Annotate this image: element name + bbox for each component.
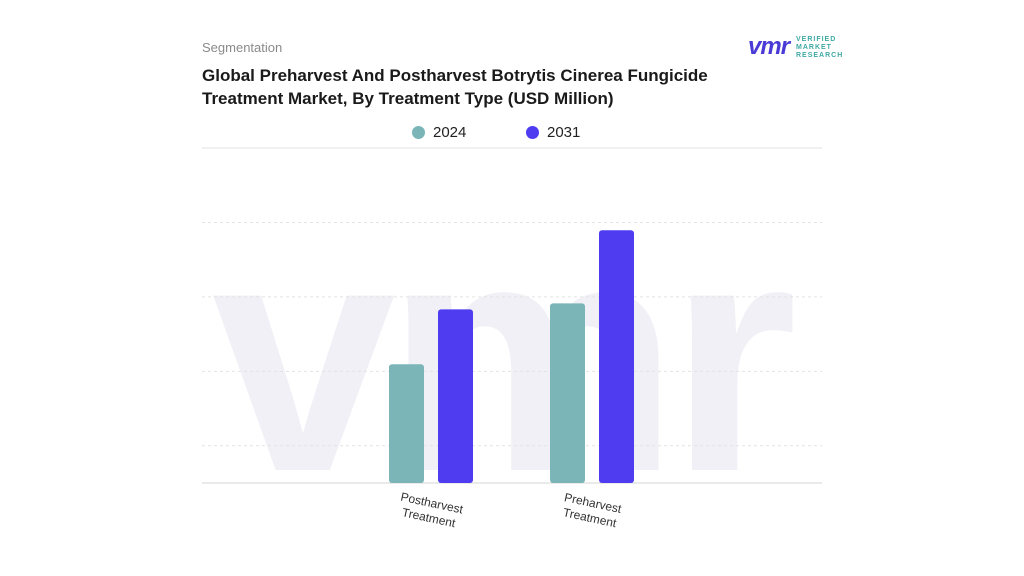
grid-lines [202,147,822,484]
watermark-text: vmr [212,171,793,540]
legend-item-2031: 2031 [526,123,580,143]
bar-preharvest-treatment-2024 [550,303,585,483]
legend-label-2024: 2024 [433,124,467,141]
bars [389,230,634,483]
legend-item-2024: 2024 [412,123,466,143]
logo-text-line-2: MARKET [796,44,832,51]
legend-label-2031: 2031 [547,124,581,141]
bar-preharvest-treatment-2031 [599,230,634,483]
x-tick-label: PostharvestTreatment [396,490,465,532]
legend-swatch-2024 [412,126,425,139]
logo-mark: vmr [748,33,790,60]
brand-logo: vmr VERIFIED MARKET RESEARCH [748,34,858,60]
bar-postharvest-treatment-2024 [389,364,424,483]
logo-text-line-3: RESEARCH [796,52,844,59]
legend-swatch-2031 [526,126,539,139]
logo-text-line-1: VERIFIED [796,36,837,43]
chart-title-line-2: Treatment Market, By Treatment Type (USD… [202,89,614,108]
segment-label: Segmentation [202,40,283,55]
bar-postharvest-treatment-2031 [438,309,473,483]
watermark-logo: vmr [212,171,803,540]
logo-text: VERIFIED MARKET RESEARCH [796,36,843,60]
chart-title-line-1: Global Preharvest And Postharvest Botryt… [202,66,708,85]
chart-title: Global Preharvest And Postharvest Botryt… [202,64,822,110]
